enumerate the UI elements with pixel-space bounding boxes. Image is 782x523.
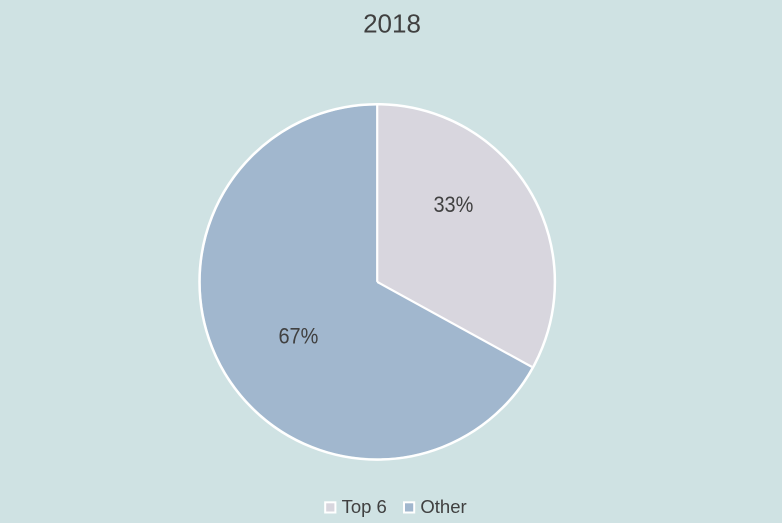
svg-text:67%: 67%: [278, 325, 318, 349]
svg-text:Top 6: Top 6: [342, 496, 387, 517]
svg-text:Other: Other: [420, 496, 466, 517]
svg-text:2018: 2018: [363, 9, 421, 39]
svg-text:33%: 33%: [433, 193, 473, 217]
